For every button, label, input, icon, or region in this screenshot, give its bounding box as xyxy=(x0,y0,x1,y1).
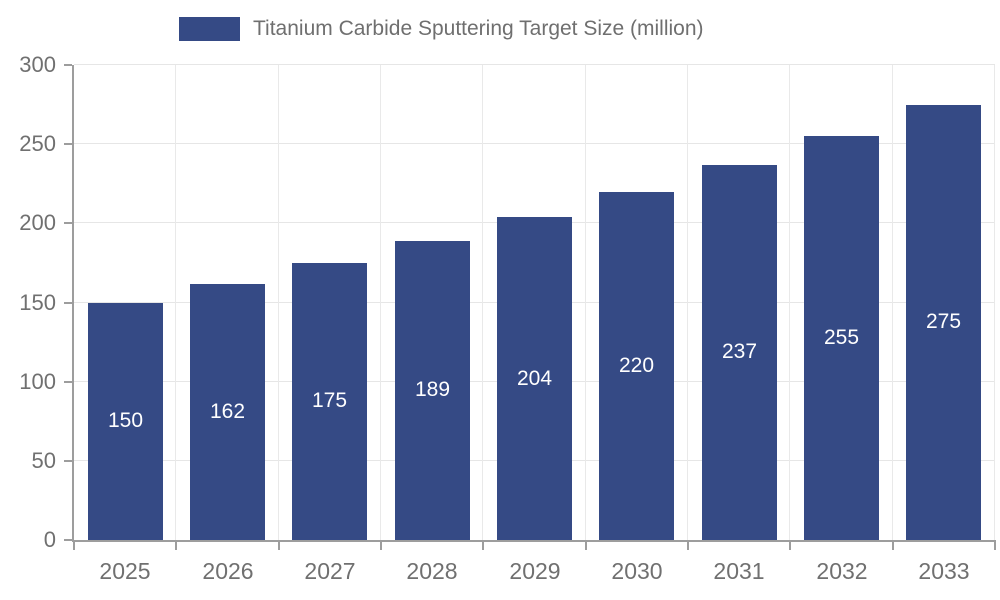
v-gridline xyxy=(892,65,893,540)
h-gridline xyxy=(74,64,995,65)
legend-label: Titanium Carbide Sputtering Target Size … xyxy=(253,17,704,40)
x-axis-tick-label: 2027 xyxy=(304,558,356,584)
y-axis-tick xyxy=(64,459,72,462)
x-axis-tick xyxy=(278,540,280,550)
bar-value-label: 162 xyxy=(209,399,246,423)
y-axis-tick xyxy=(64,301,72,304)
bar-2028[interactable]: 189 xyxy=(395,240,470,540)
x-axis-tick-label: 2028 xyxy=(406,558,458,584)
bar-value-label: 275 xyxy=(925,310,962,334)
h-gridline xyxy=(74,143,995,145)
bar-2025[interactable]: 150 xyxy=(88,302,163,540)
bar-value-label: 204 xyxy=(516,366,553,390)
x-axis-tick-label: 2025 xyxy=(99,558,151,584)
y-axis-tick-label: 300 xyxy=(19,52,56,77)
v-gridline xyxy=(278,65,279,540)
legend[interactable]: Titanium Carbide Sputtering Target Size … xyxy=(179,17,704,41)
y-axis-tick-label: 100 xyxy=(19,368,56,394)
x-axis-tick xyxy=(73,540,75,550)
bar-value-label: 220 xyxy=(618,353,655,377)
x-axis-tick xyxy=(585,540,587,550)
y-axis-tick-label: 0 xyxy=(43,527,56,552)
y-axis-tick xyxy=(64,64,72,66)
y-axis-tick xyxy=(64,143,72,146)
x-axis-tick xyxy=(687,540,689,550)
y-axis-tick-label: 150 xyxy=(19,289,56,315)
v-gridline xyxy=(482,65,483,540)
bar-2030[interactable]: 220 xyxy=(599,191,674,540)
bar-value-label: 189 xyxy=(414,378,451,402)
x-axis-line xyxy=(72,540,995,542)
x-axis-tick-label: 2031 xyxy=(713,558,765,584)
bar-value-label: 237 xyxy=(721,340,758,364)
v-gridline xyxy=(994,65,995,540)
x-axis-tick xyxy=(380,540,382,550)
bar-2031[interactable]: 237 xyxy=(702,164,777,540)
v-gridline xyxy=(175,65,176,540)
bar-2032[interactable]: 255 xyxy=(804,136,879,540)
x-axis-tick-label: 2029 xyxy=(509,558,561,584)
bar-value-label: 150 xyxy=(107,409,144,433)
y-axis-tick xyxy=(64,222,72,225)
v-gridline xyxy=(687,65,688,540)
bar-2033[interactable]: 275 xyxy=(906,104,981,540)
y-axis-tick-label: 50 xyxy=(31,447,56,473)
v-gridline xyxy=(380,65,381,540)
x-axis-tick xyxy=(994,540,996,550)
y-axis-line xyxy=(72,65,74,542)
bar-2027[interactable]: 175 xyxy=(292,262,367,540)
y-axis-tick-label: 200 xyxy=(19,210,56,236)
x-axis-tick-label: 2032 xyxy=(816,558,868,584)
x-axis-tick-label: 2026 xyxy=(202,558,254,584)
bar-2029[interactable]: 204 xyxy=(497,217,572,540)
x-axis-tick xyxy=(789,540,791,550)
bar-2026[interactable]: 162 xyxy=(190,283,265,540)
x-axis-tick xyxy=(892,540,894,550)
v-gridline xyxy=(585,65,586,540)
bar-value-label: 175 xyxy=(311,389,348,413)
y-axis-tick-label: 250 xyxy=(19,131,56,157)
y-axis-tick xyxy=(64,380,72,383)
legend-swatch xyxy=(179,17,240,41)
x-axis-tick-label: 2030 xyxy=(611,558,663,584)
x-axis-tick xyxy=(482,540,484,550)
x-axis-tick xyxy=(175,540,177,550)
y-axis-tick xyxy=(64,539,72,541)
bar-value-label: 255 xyxy=(823,326,860,350)
v-gridline xyxy=(789,65,790,540)
x-axis-tick-label: 2033 xyxy=(918,558,970,584)
